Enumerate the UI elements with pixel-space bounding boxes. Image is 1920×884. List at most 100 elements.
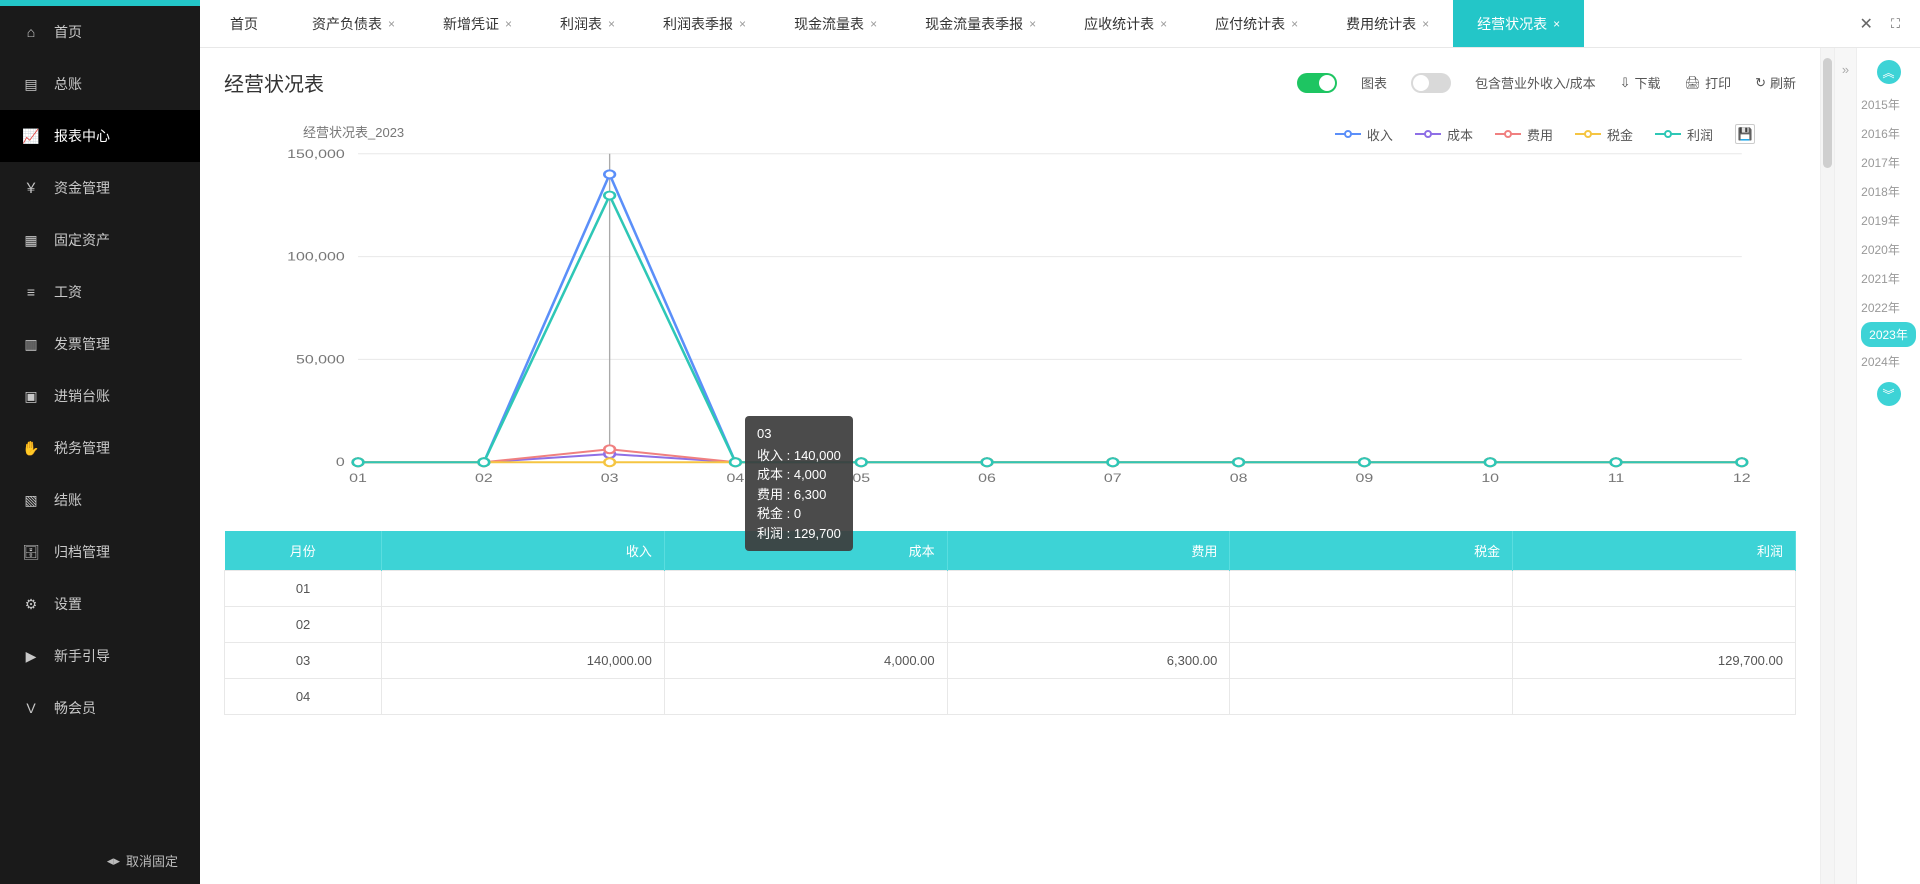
- sidebar-item-guide[interactable]: ▶新手引导: [0, 630, 200, 682]
- refresh-button[interactable]: ↻刷新: [1755, 73, 1796, 92]
- chart-title: 经营状况表_2023: [303, 122, 404, 141]
- sidebar-item-label: 畅会员: [54, 698, 96, 718]
- table-cell: [1230, 643, 1513, 679]
- svg-text:06: 06: [978, 471, 996, 485]
- tab-现金流量表[interactable]: 现金流量表×: [770, 0, 901, 47]
- scrollbar[interactable]: [1820, 48, 1834, 884]
- tab-close-icon[interactable]: ×: [870, 17, 877, 31]
- close-all-icon[interactable]: ✕: [1859, 14, 1872, 34]
- year-option[interactable]: 2018年: [1861, 177, 1916, 206]
- sidebar-item-asset[interactable]: ▦固定资产: [0, 214, 200, 266]
- table-header: 税金: [1230, 531, 1513, 571]
- chart-save-icon[interactable]: 💾: [1735, 124, 1755, 144]
- money-icon: ￥: [22, 179, 40, 197]
- tab-利润表[interactable]: 利润表 ×: [536, 0, 639, 47]
- tab-现金流量表季报[interactable]: 现金流量表季报 ×: [901, 0, 1060, 47]
- table-cell: [1230, 679, 1513, 715]
- legend-item[interactable]: 利润: [1655, 125, 1713, 144]
- year-scroll-down-icon[interactable]: ︾: [1877, 382, 1901, 406]
- sidebar-item-inout[interactable]: ▣ 进销台账: [0, 370, 200, 422]
- legend-item[interactable]: 税金: [1575, 125, 1633, 144]
- table-header: 收入: [382, 531, 665, 571]
- table-header: 月份: [225, 531, 382, 571]
- toolbar: 图表 包含营业外收入/成本 ⇩下载 🖨打印 ↻刷新: [1297, 73, 1796, 93]
- tab-应付统计表[interactable]: 应付统计表 ×: [1191, 0, 1322, 47]
- tab-close-icon[interactable]: ×: [1029, 17, 1036, 31]
- sidebar-item-invoice[interactable]: ▥发票管理: [0, 318, 200, 370]
- sidebar-item-label: 工资: [54, 282, 82, 302]
- svg-text:10: 10: [1481, 471, 1499, 485]
- tab-经营状况表[interactable]: 经营状况表×: [1453, 0, 1584, 47]
- sidebar-item-archive[interactable]: 🗄归档管理: [0, 526, 200, 578]
- download-icon: ⇩: [1620, 75, 1631, 91]
- table-cell: 129,700.00: [1513, 643, 1796, 679]
- year-option[interactable]: 2017年: [1861, 148, 1916, 177]
- sidebar-item-tax[interactable]: ✋税务管理: [0, 422, 200, 474]
- tab-label: 应付统计表: [1215, 14, 1285, 34]
- year-option[interactable]: 2022年: [1861, 293, 1916, 322]
- table-cell: 6,300.00: [947, 643, 1230, 679]
- year-option[interactable]: 2020年: [1861, 235, 1916, 264]
- legend-label: 成本: [1447, 125, 1473, 144]
- year-option[interactable]: 2023年: [1861, 322, 1916, 347]
- tab-资产负债表[interactable]: 资产负债表×: [288, 0, 419, 47]
- toggle-extra[interactable]: [1411, 73, 1451, 93]
- sidebar-item-home[interactable]: ⌂首页: [0, 6, 200, 58]
- tab-应收统计表[interactable]: 应收统计表×: [1060, 0, 1191, 47]
- unpin-button[interactable]: ◂▸ 取消固定: [0, 837, 200, 884]
- sidebar-item-ledger[interactable]: ▤总账: [0, 58, 200, 110]
- table-header: 利润: [1513, 531, 1796, 571]
- print-button[interactable]: 🖨打印: [1685, 73, 1732, 92]
- sidebar-item-label: 进销台账: [54, 386, 110, 406]
- tab-close-icon[interactable]: ×: [1291, 17, 1298, 31]
- inout-icon: ▣: [22, 387, 40, 405]
- table-cell: 02: [225, 607, 382, 643]
- unpin-label: 取消固定: [126, 851, 178, 870]
- svg-text:50,000: 50,000: [296, 352, 345, 366]
- fullscreen-icon[interactable]: ⛶: [1891, 16, 1900, 32]
- year-option[interactable]: 2024年: [1861, 347, 1916, 376]
- legend-item[interactable]: 成本: [1415, 125, 1473, 144]
- tab-close-icon[interactable]: ×: [505, 17, 512, 31]
- tab-label: 利润表: [560, 14, 602, 34]
- archive-icon: 🗄: [22, 543, 40, 561]
- tab-close-icon[interactable]: ×: [608, 17, 615, 31]
- tab-新增凭证[interactable]: 新增凭证×: [419, 0, 536, 47]
- year-option[interactable]: 2015年: [1861, 90, 1916, 119]
- toggle-chart[interactable]: [1297, 73, 1337, 93]
- year-scroll-up-icon[interactable]: ︽: [1877, 60, 1901, 84]
- sidebar-item-money[interactable]: ￥资金管理: [0, 162, 200, 214]
- year-option[interactable]: 2019年: [1861, 206, 1916, 235]
- tab-费用统计表[interactable]: 费用统计表 ×: [1322, 0, 1453, 47]
- tab-close-icon[interactable]: ×: [1422, 17, 1429, 31]
- table-cell: [382, 571, 665, 607]
- table-cell: [1513, 571, 1796, 607]
- tab-利润表季报[interactable]: 利润表季报×: [639, 0, 770, 47]
- expand-panel-icon[interactable]: »: [1834, 48, 1856, 884]
- table-cell: [1230, 607, 1513, 643]
- sidebar-item-chart[interactable]: 📈报表中心: [0, 110, 200, 162]
- refresh-icon: ↻: [1755, 75, 1766, 91]
- tab-首页[interactable]: 首页: [200, 0, 288, 47]
- sidebar: ⌂首页▤总账📈报表中心￥资金管理▦固定资产≡工资▥发票管理 ▣ 进销台账 ✋税务管理▧…: [0, 0, 200, 884]
- tab-label: 现金流量表季报: [925, 14, 1023, 34]
- year-panel: ︽ 2015年2016年2017年2018年2019年2020年2021年202…: [1856, 48, 1920, 884]
- chart: 经营状况表_2023 收入成本费用税金利润💾 050,000100,000150…: [224, 113, 1796, 513]
- tab-close-icon[interactable]: ×: [1553, 17, 1560, 31]
- tab-close-icon[interactable]: ×: [388, 17, 395, 31]
- download-button[interactable]: ⇩下载: [1620, 73, 1661, 92]
- sidebar-item-salary[interactable]: ≡工资: [0, 266, 200, 318]
- sidebar-item-vip[interactable]: V畅会员: [0, 682, 200, 734]
- legend-item[interactable]: 收入: [1335, 125, 1393, 144]
- tab-label: 费用统计表: [1346, 14, 1416, 34]
- svg-text:11: 11: [1608, 471, 1625, 485]
- tab-close-icon[interactable]: ×: [1160, 17, 1167, 31]
- sidebar-item-label: 新手引导: [54, 646, 110, 666]
- sidebar-item-settings[interactable]: ⚙设置: [0, 578, 200, 630]
- tab-close-icon[interactable]: ×: [739, 17, 746, 31]
- year-option[interactable]: 2016年: [1861, 119, 1916, 148]
- legend-item[interactable]: 费用: [1495, 125, 1553, 144]
- sidebar-item-close[interactable]: ▧结账: [0, 474, 200, 526]
- year-option[interactable]: 2021年: [1861, 264, 1916, 293]
- settings-icon: ⚙: [22, 595, 40, 613]
